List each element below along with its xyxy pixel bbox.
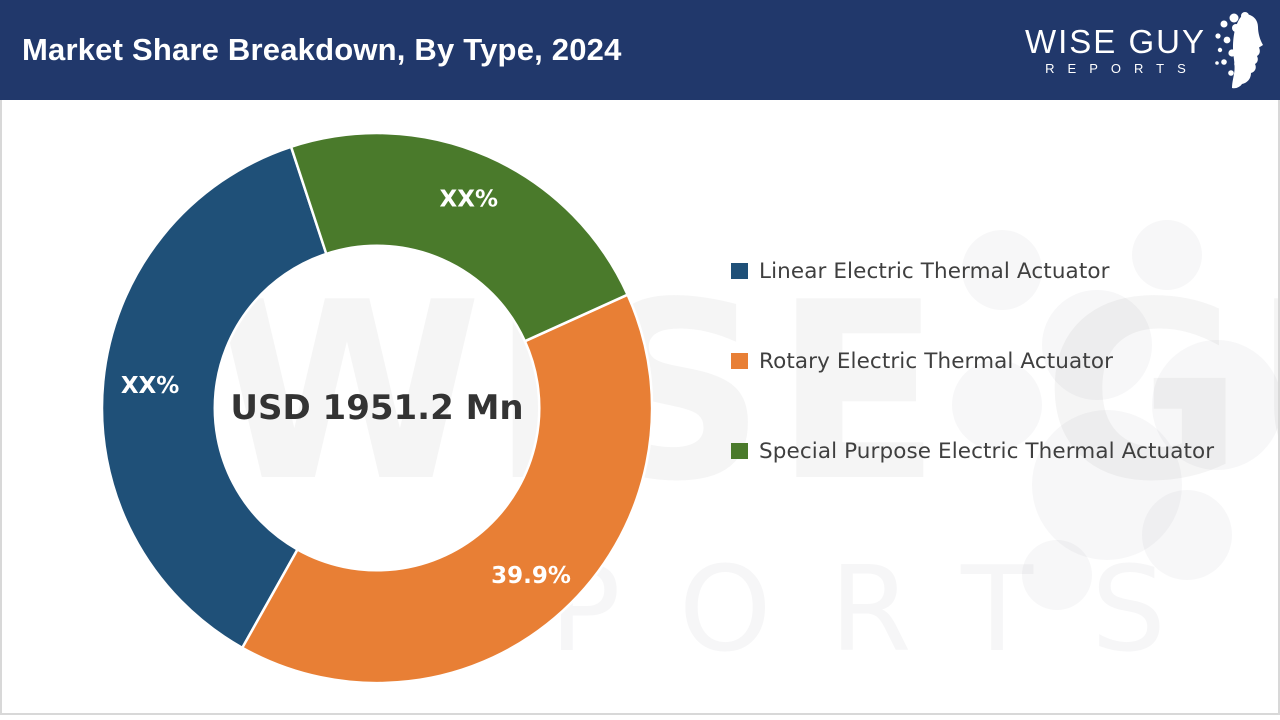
donut-chart: XX% 39.9% XX% [100, 131, 654, 685]
watermark-dot [1042, 290, 1152, 400]
legend-item-label: Rotary Electric Thermal Actuator [759, 348, 1114, 374]
legend-item-label: Linear Electric Thermal Actuator [759, 258, 1110, 284]
slice-percentage-label: XX% [121, 373, 180, 399]
legend-swatch [731, 263, 748, 279]
watermark-dot [1032, 410, 1182, 560]
donut-center-value: USD 1951.2 Mn [230, 388, 524, 428]
watermark-dot [1022, 540, 1092, 610]
page-title: Market Share Breakdown, By Type, 2024 [22, 32, 622, 67]
chart-canvas: WISE GUY REPORTS XX%39.9%XX% USD 1951.2 … [0, 100, 1280, 715]
header-bar: Market Share Breakdown, By Type, 2024 WI… [0, 0, 1280, 100]
donut-segment-linear-electric-thermal-actuator [100, 145, 328, 650]
donut-segment-rotary-electric-thermal-actuator [241, 293, 654, 685]
legend-swatch [731, 353, 748, 369]
donut-segment-special-purpose-electric-thermal-actuator [289, 131, 629, 343]
logo-subtitle: REPORTS [1045, 61, 1199, 76]
watermark-dot [1132, 220, 1202, 290]
watermark-dot [952, 360, 1042, 450]
slice-percentage-label: 39.9% [491, 563, 571, 589]
legend-item: Linear Electric Thermal Actuator [731, 258, 1110, 284]
legend-swatch [731, 443, 748, 459]
wiseguy-head-icon [1215, 12, 1263, 89]
wiseguy-logo-text: WISE GUY REPORTS [1025, 25, 1206, 75]
slice-percentage-label: XX% [440, 186, 499, 212]
legend-item: Special Purpose Electric Thermal Actuato… [731, 438, 1215, 464]
logo-wordmark: WISE GUY [1024, 23, 1206, 60]
legend-item-label: Special Purpose Electric Thermal Actuato… [759, 438, 1215, 464]
watermark-dot [1142, 490, 1232, 580]
wiseguy-logo: WISE GUY REPORTS [1025, 10, 1266, 90]
legend-item: Rotary Electric Thermal Actuator [731, 348, 1114, 374]
